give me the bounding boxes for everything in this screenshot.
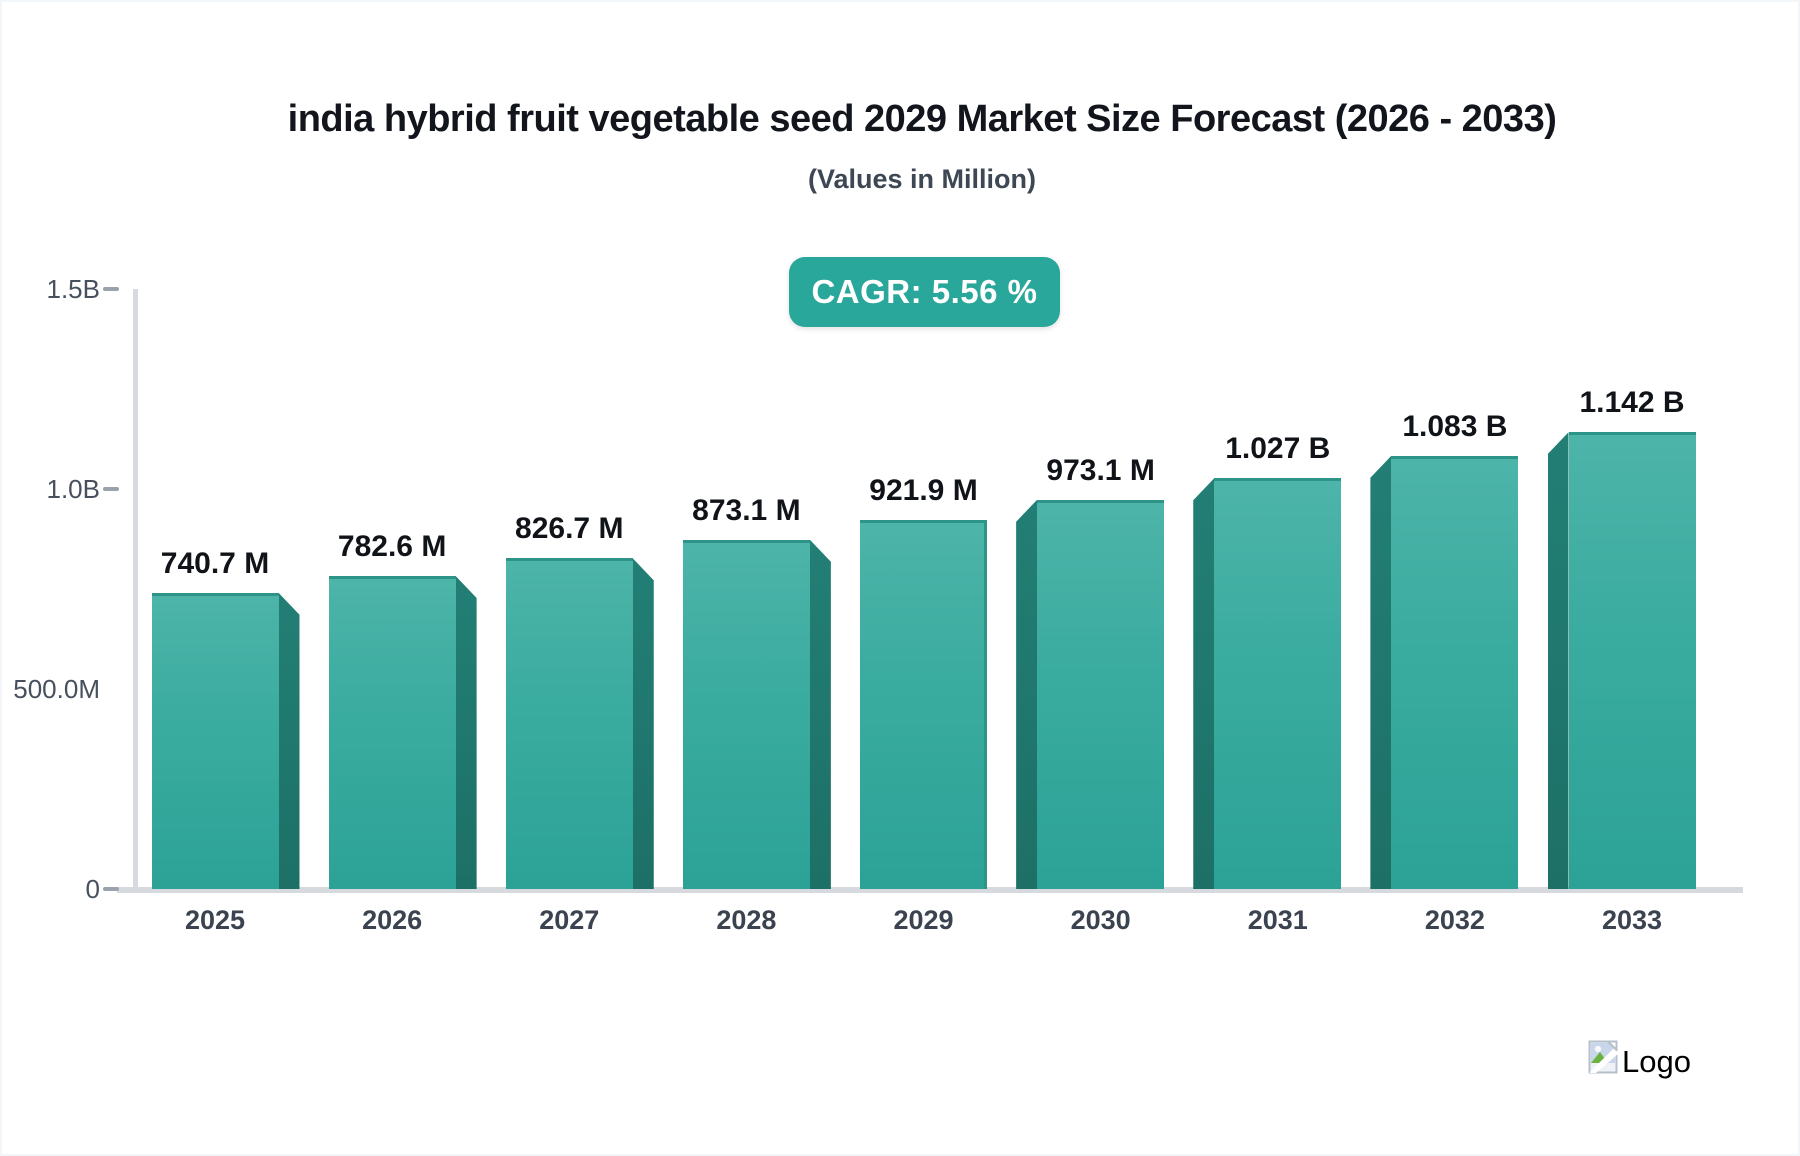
bar-2029 bbox=[860, 520, 987, 889]
x-axis-label-2033: 2033 bbox=[1601, 905, 1663, 935]
bar-value-label: 1.083 B bbox=[1402, 409, 1508, 443]
x-axis-label-2025: 2025 bbox=[184, 905, 246, 935]
bar-side-2031 bbox=[1193, 478, 1215, 889]
bar-2026 bbox=[328, 575, 456, 889]
y-axis-tick-label: 0 bbox=[85, 874, 100, 904]
logo-alt-text: Logo bbox=[1622, 1044, 1691, 1079]
bar-2030 bbox=[1037, 499, 1165, 889]
x-axis-label-2029: 2029 bbox=[893, 905, 954, 935]
bar-value-label: 1.142 B bbox=[1579, 386, 1685, 420]
bar-value-label: 973.1 M bbox=[1046, 453, 1155, 487]
bar-2032 bbox=[1391, 455, 1519, 889]
cagr-badge: CAGR: 5.56 % bbox=[789, 257, 1060, 327]
bar-value-label: 1.027 B bbox=[1225, 432, 1331, 466]
bar-side-2033 bbox=[1547, 432, 1569, 889]
y-axis-tick-label: 1.5B bbox=[46, 274, 101, 304]
x-axis-label-2030: 2030 bbox=[1070, 905, 1131, 935]
y-axis-tick-dash bbox=[103, 287, 119, 291]
broken-image-icon bbox=[1588, 1040, 1618, 1074]
y-axis-tick-dash bbox=[103, 887, 119, 891]
bar-side-2027 bbox=[632, 558, 654, 889]
bar-value-label: 921.9 M bbox=[869, 474, 978, 508]
logo: Logo bbox=[1588, 1040, 1691, 1084]
bar-2028 bbox=[682, 539, 810, 889]
x-axis-label-2032: 2032 bbox=[1424, 905, 1485, 935]
bar-value-label: 782.6 M bbox=[337, 529, 447, 563]
bar-2031 bbox=[1214, 478, 1342, 889]
bar-value-label: 740.7 M bbox=[160, 546, 270, 580]
y-axis-tick-label: 500.0M bbox=[13, 674, 100, 704]
bar-side-2032 bbox=[1370, 455, 1392, 889]
y-axis-tick-dash bbox=[103, 487, 119, 491]
x-axis-label-2026: 2026 bbox=[362, 905, 423, 935]
bar-side-2026 bbox=[455, 575, 477, 889]
bar-2033 bbox=[1568, 432, 1696, 889]
x-axis-label-2027: 2027 bbox=[539, 905, 600, 935]
bar-side-2028 bbox=[809, 539, 831, 889]
chart-title: india hybrid fruit vegetable seed 2029 M… bbox=[287, 98, 1557, 140]
bar-side-2030 bbox=[1016, 499, 1038, 889]
bar-value-label: 826.7 M bbox=[515, 512, 624, 546]
bar-2027 bbox=[505, 558, 633, 889]
y-axis-line bbox=[133, 289, 138, 890]
x-axis-line bbox=[117, 887, 1743, 893]
chart-subtitle: (Values in Million) bbox=[807, 164, 1037, 194]
x-axis-label-2028: 2028 bbox=[716, 905, 777, 935]
x-axis-label-2031: 2031 bbox=[1247, 905, 1308, 935]
bar-side-2025 bbox=[278, 592, 300, 889]
bar-2025 bbox=[151, 592, 279, 889]
y-axis-tick-label: 1.0B bbox=[46, 474, 101, 504]
bar-value-label: 873.1 M bbox=[692, 493, 801, 527]
